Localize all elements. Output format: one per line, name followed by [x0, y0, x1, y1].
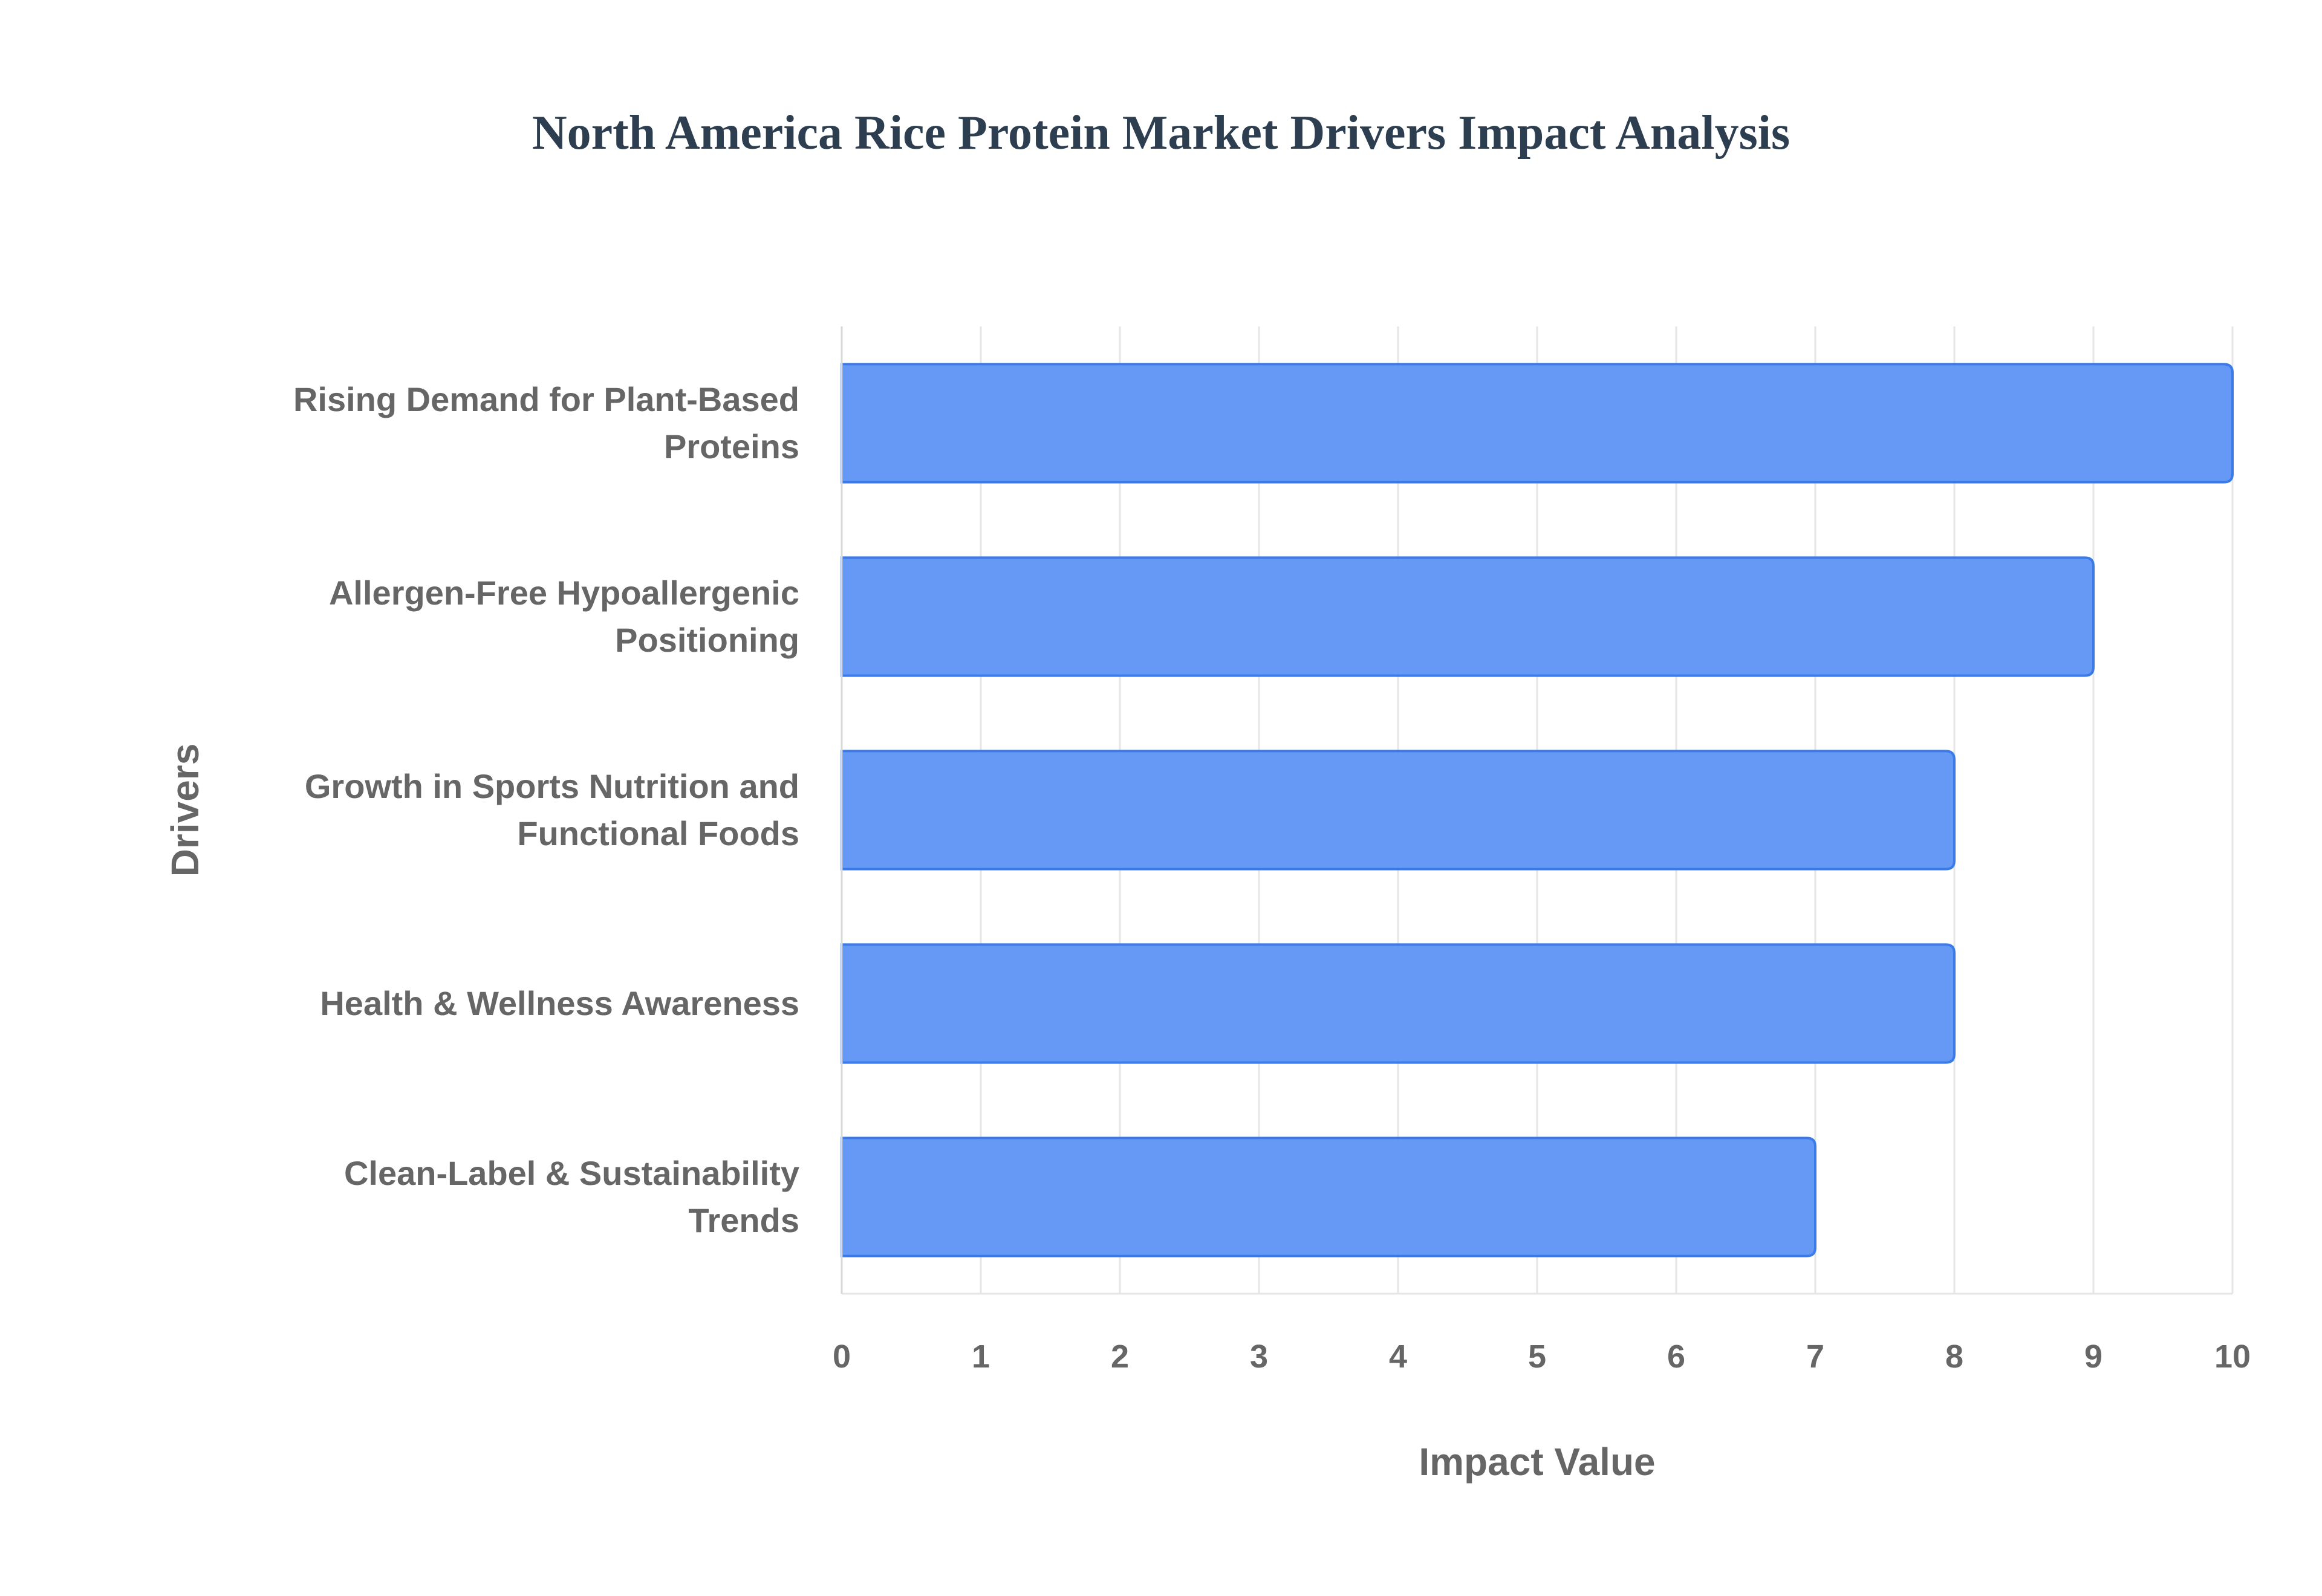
bar [841, 363, 2234, 484]
bars-layer [841, 363, 2234, 1257]
category-label: Functional Foods [517, 814, 799, 852]
chart-title: North America Rice Protein Market Driver… [532, 106, 1790, 160]
x-tick-label: 10 [2214, 1338, 2251, 1375]
category-label: Growth in Sports Nutrition and [305, 767, 799, 805]
bar [841, 1137, 1816, 1257]
category-label: Health & Wellness Awareness [320, 984, 799, 1022]
x-tick-label: 5 [1528, 1338, 1546, 1375]
y-axis-title: Drivers [163, 744, 207, 877]
label-layer: 0 1 2 3 4 5 6 7 8 9 10 Rising Demand for Plant-Base… [163, 380, 2251, 1484]
x-tick-label: 4 [1389, 1338, 1407, 1375]
x-axis-title: Impact Value [1419, 1440, 1655, 1484]
category-label: Rising Demand for Plant-Based [293, 380, 799, 418]
category-label: Trends [688, 1201, 799, 1239]
x-tick-label: 2 [1111, 1338, 1129, 1375]
x-tick-label: 3 [1250, 1338, 1268, 1375]
x-tick-label: 7 [1806, 1338, 1824, 1375]
axis-layer [841, 326, 2233, 1295]
category-label: Clean-Label & Sustainability [344, 1154, 799, 1192]
x-tick-label: 0 [833, 1338, 851, 1375]
category-label: Allergen-Free Hypoallergenic [329, 574, 799, 612]
x-tick-label: 8 [1945, 1338, 1963, 1375]
bar [841, 750, 1956, 871]
x-tick-label: 1 [972, 1338, 990, 1375]
x-tick-label: 9 [2084, 1338, 2102, 1375]
bar [841, 556, 2095, 677]
x-tick-label: 6 [1667, 1338, 1685, 1375]
category-label: Positioning [615, 621, 799, 659]
bar [841, 943, 1956, 1064]
category-label: Proteins [664, 427, 799, 465]
